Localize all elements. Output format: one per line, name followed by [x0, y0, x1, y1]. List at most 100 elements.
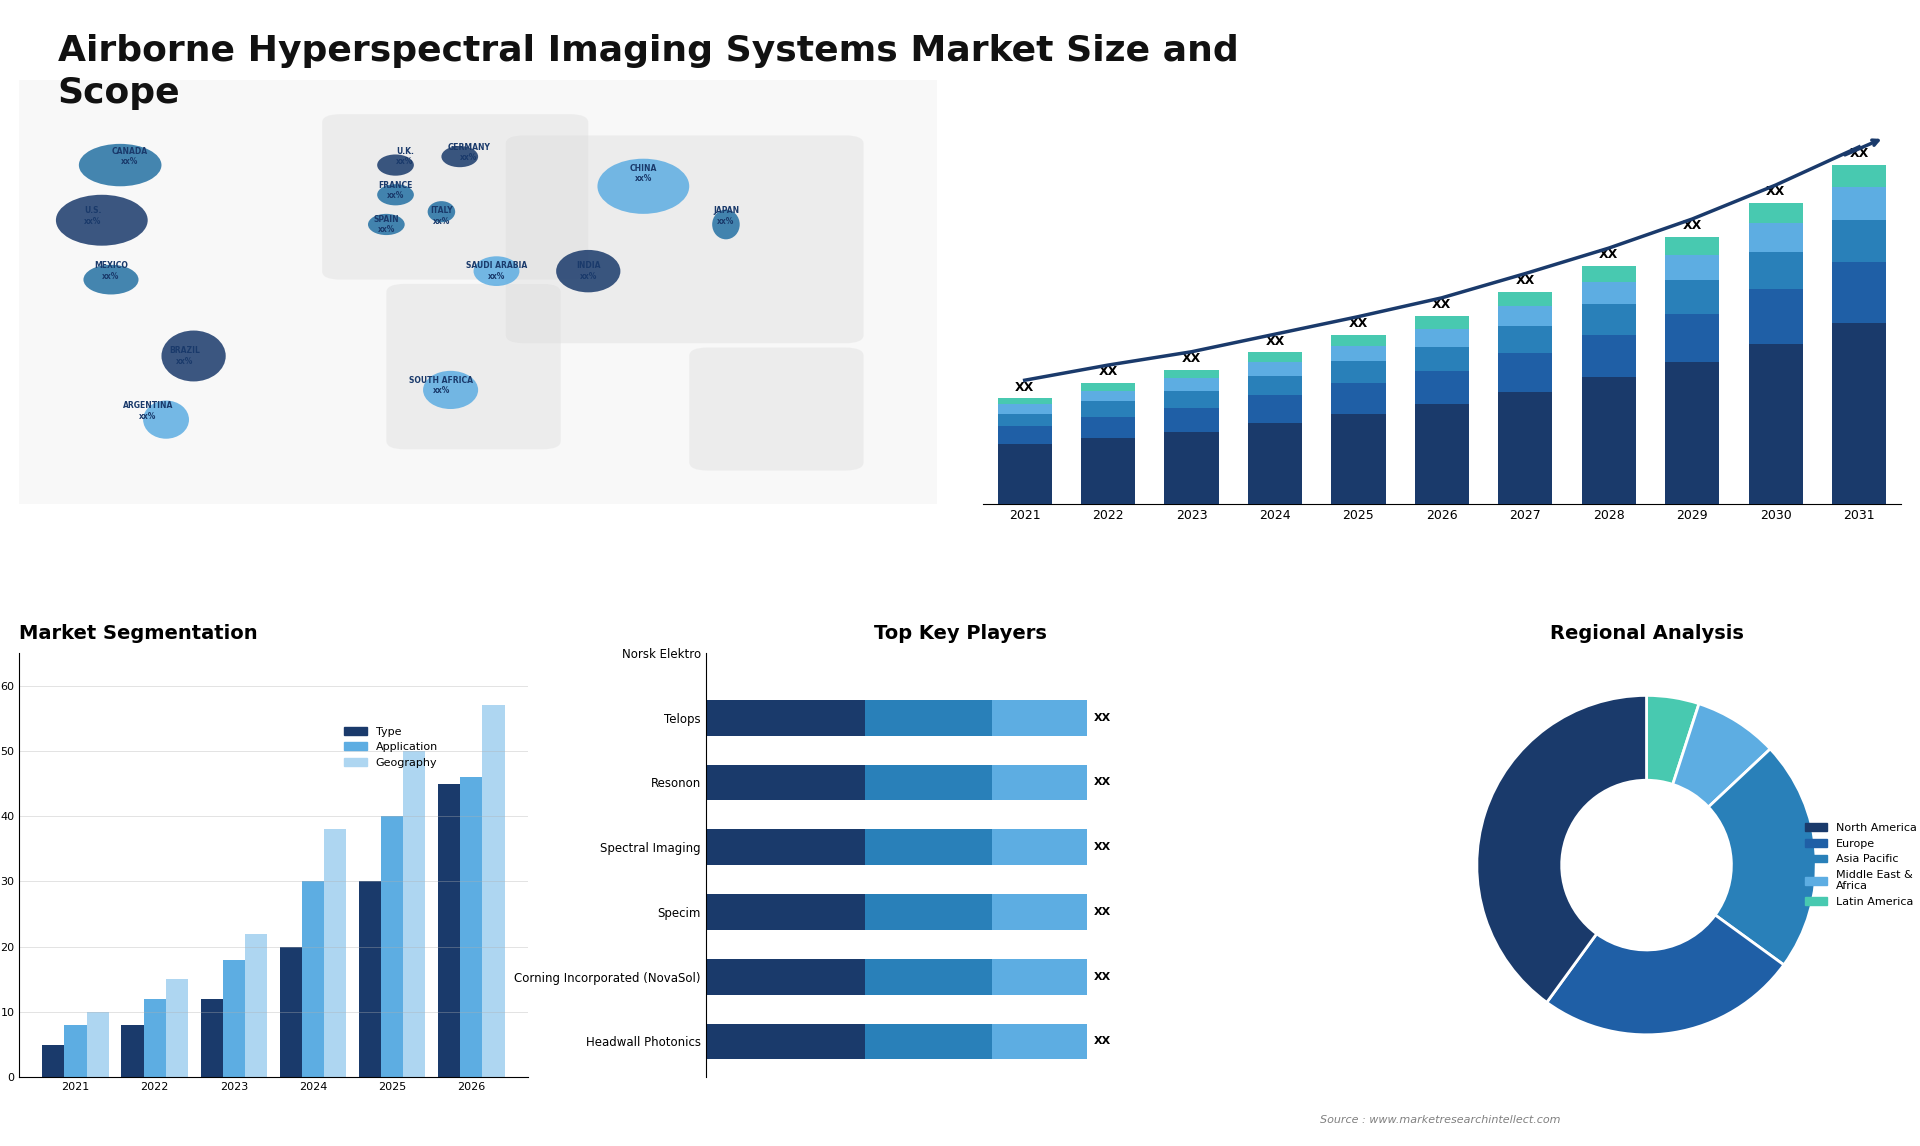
Ellipse shape — [442, 146, 478, 167]
Ellipse shape — [712, 210, 739, 240]
Bar — [1248, 423, 1302, 504]
Bar — [1081, 391, 1135, 401]
Legend: Type, Application, Geography: Type, Application, Geography — [340, 722, 442, 772]
Bar — [1415, 329, 1469, 347]
Bar — [864, 700, 993, 736]
Bar — [1665, 281, 1718, 314]
Bar — [1749, 203, 1803, 223]
Text: Market Segmentation: Market Segmentation — [19, 625, 257, 643]
Bar — [1749, 223, 1803, 252]
Text: GERMANY
xx%: GERMANY xx% — [447, 142, 490, 162]
Text: JAPAN
xx%: JAPAN xx% — [712, 206, 739, 226]
Bar — [280, 947, 301, 1077]
Bar — [864, 764, 993, 800]
Bar — [1665, 254, 1718, 281]
Bar — [993, 894, 1087, 929]
Bar — [65, 1025, 86, 1077]
Wedge shape — [1647, 696, 1699, 784]
Bar — [1498, 325, 1553, 353]
Text: XX: XX — [1849, 147, 1868, 160]
Ellipse shape — [83, 265, 138, 295]
Ellipse shape — [428, 202, 455, 222]
Bar — [1164, 408, 1219, 432]
Bar — [121, 1025, 144, 1077]
Bar — [1248, 352, 1302, 362]
Ellipse shape — [376, 155, 415, 175]
Bar — [1331, 361, 1386, 383]
Bar — [165, 980, 188, 1077]
Ellipse shape — [422, 371, 478, 409]
Text: XX: XX — [1094, 1036, 1112, 1046]
Bar — [438, 784, 461, 1077]
Bar — [1582, 305, 1636, 335]
Bar — [1582, 377, 1636, 504]
Bar — [1498, 306, 1553, 325]
Bar — [707, 700, 864, 736]
Bar — [1498, 392, 1553, 504]
Bar — [144, 999, 165, 1077]
Bar — [1582, 282, 1636, 305]
FancyBboxPatch shape — [323, 115, 588, 280]
Bar — [707, 959, 864, 995]
Bar — [482, 705, 505, 1077]
Bar — [707, 830, 864, 865]
Bar — [1331, 346, 1386, 361]
Text: XX: XX — [1682, 219, 1701, 233]
Bar — [1665, 314, 1718, 362]
Bar — [993, 700, 1087, 736]
Bar — [864, 894, 993, 929]
Bar — [1749, 289, 1803, 344]
Text: MARKET
RESEARCH
INTELLECT: MARKET RESEARCH INTELLECT — [1718, 53, 1776, 85]
Text: XX: XX — [1016, 380, 1035, 393]
Bar — [1164, 378, 1219, 391]
Bar — [1665, 362, 1718, 504]
Text: XX: XX — [1350, 317, 1369, 330]
Title: Regional Analysis: Regional Analysis — [1549, 625, 1743, 643]
Bar — [403, 751, 426, 1077]
Bar — [42, 1045, 65, 1077]
Bar — [998, 414, 1052, 425]
Text: CHINA
xx%: CHINA xx% — [630, 164, 657, 183]
Bar — [1582, 266, 1636, 282]
Bar — [707, 1023, 864, 1059]
Ellipse shape — [597, 158, 689, 214]
Bar — [301, 881, 324, 1077]
Bar — [1164, 391, 1219, 408]
Bar — [1248, 362, 1302, 376]
Bar — [1081, 383, 1135, 391]
Text: MEXICO
xx%: MEXICO xx% — [94, 261, 129, 281]
Bar — [998, 444, 1052, 504]
Bar — [1749, 344, 1803, 504]
Bar — [1498, 292, 1553, 306]
Bar — [707, 764, 864, 800]
Text: XX: XX — [1094, 713, 1112, 723]
Bar — [86, 1012, 109, 1077]
Wedge shape — [1476, 696, 1647, 1003]
Bar — [324, 830, 346, 1077]
Ellipse shape — [56, 195, 148, 245]
Bar — [998, 425, 1052, 444]
Bar — [1164, 370, 1219, 378]
Bar — [993, 959, 1087, 995]
Text: XX: XX — [1094, 906, 1112, 917]
Text: XX: XX — [1098, 366, 1117, 378]
Text: BRAZIL
xx%: BRAZIL xx% — [169, 346, 200, 366]
Bar — [707, 894, 864, 929]
Text: XX: XX — [1265, 335, 1284, 347]
Bar — [1832, 220, 1885, 262]
Bar — [1331, 383, 1386, 414]
Wedge shape — [1672, 704, 1770, 807]
Bar — [864, 1023, 993, 1059]
Bar — [1582, 335, 1636, 377]
Bar — [359, 881, 382, 1077]
Text: XX: XX — [1599, 249, 1619, 261]
Bar — [1415, 316, 1469, 329]
Bar — [1749, 252, 1803, 289]
Text: Airborne Hyperspectral Imaging Systems Market Size and
Scope: Airborne Hyperspectral Imaging Systems M… — [58, 34, 1238, 110]
Bar — [223, 959, 246, 1077]
Bar — [1331, 335, 1386, 346]
Text: CANADA
xx%: CANADA xx% — [111, 147, 148, 166]
Bar — [1832, 165, 1885, 188]
Text: INDIA
xx%: INDIA xx% — [576, 261, 601, 281]
FancyBboxPatch shape — [505, 135, 864, 344]
